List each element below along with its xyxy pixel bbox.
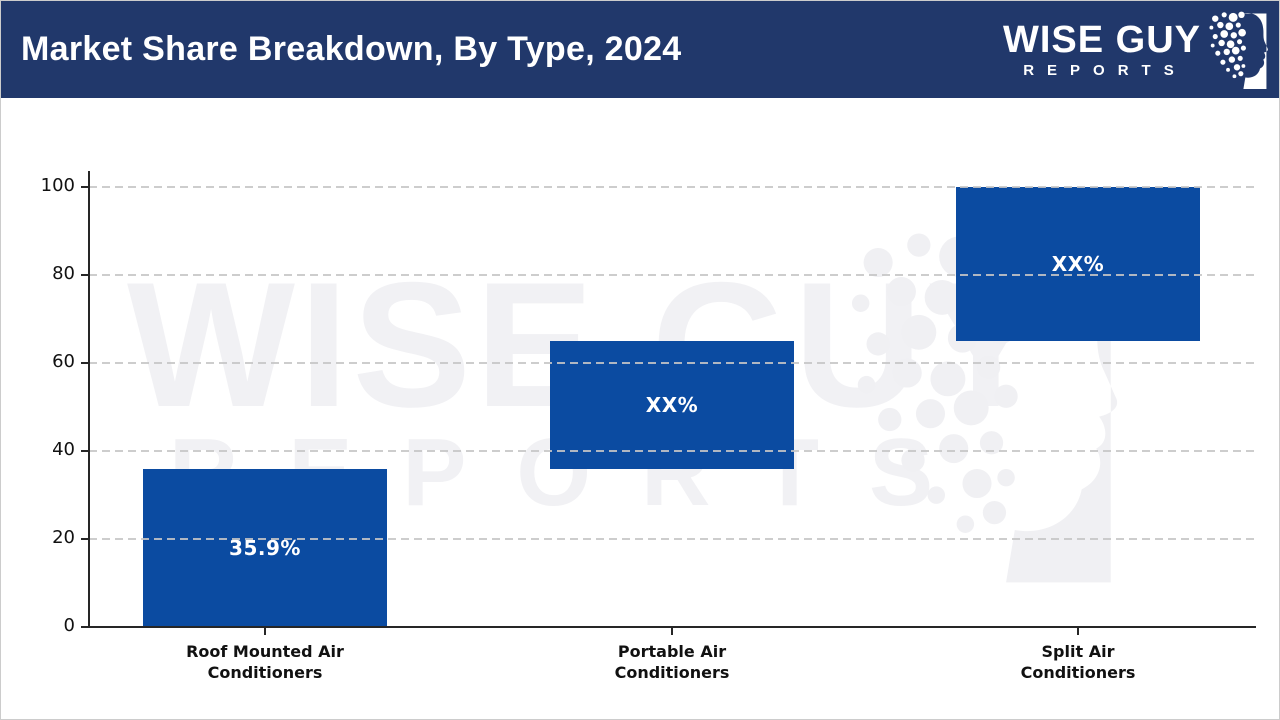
y-tick-label: 80 <box>52 263 75 284</box>
bar-value-label: XX% <box>1051 252 1105 276</box>
brand-name: WISE GUY <box>1002 19 1201 62</box>
y-axis-tick <box>81 274 88 276</box>
gridline <box>89 186 1256 188</box>
y-tick-label: 40 <box>52 439 75 460</box>
x-axis-line <box>88 626 1256 628</box>
y-axis-line <box>88 171 90 628</box>
x-axis-tick <box>671 628 673 635</box>
y-axis-tick <box>81 362 88 364</box>
y-axis-tick <box>81 186 88 188</box>
chart-bar: XX% <box>956 187 1200 341</box>
category-label: Roof Mounted Air Conditioners <box>186 642 344 683</box>
x-axis-tick <box>264 628 266 635</box>
gridline <box>89 274 1256 276</box>
chart-bar: 35.9% <box>143 469 387 627</box>
header-bar: Market Share Breakdown, By Type, 2024 WI… <box>1 1 1279 98</box>
bar-value-label: 35.9% <box>229 536 301 560</box>
brand-logo-text: WISE GUY REPORTS <box>1002 19 1201 79</box>
gridline <box>89 538 1256 540</box>
brand-subname: REPORTS <box>1023 61 1187 79</box>
y-tick-label: 100 <box>40 175 75 196</box>
page-title: Market Share Breakdown, By Type, 2024 <box>21 30 682 68</box>
brand-head-icon <box>1205 7 1269 93</box>
gridline <box>89 450 1256 452</box>
y-axis-tick <box>81 626 88 628</box>
category-label: Split Air Conditioners <box>1020 642 1136 683</box>
gridline <box>89 362 1256 364</box>
y-axis-tick <box>81 450 88 452</box>
y-tick-label: 0 <box>63 615 75 636</box>
y-tick-label: 60 <box>52 351 75 372</box>
y-tick-label: 20 <box>52 527 75 548</box>
y-axis-tick <box>81 538 88 540</box>
category-label: Portable Air Conditioners <box>614 642 730 683</box>
brand-logo: WISE GUY REPORTS <box>1003 5 1269 95</box>
x-axis-tick <box>1077 628 1079 635</box>
bar-value-label: XX% <box>645 393 699 418</box>
